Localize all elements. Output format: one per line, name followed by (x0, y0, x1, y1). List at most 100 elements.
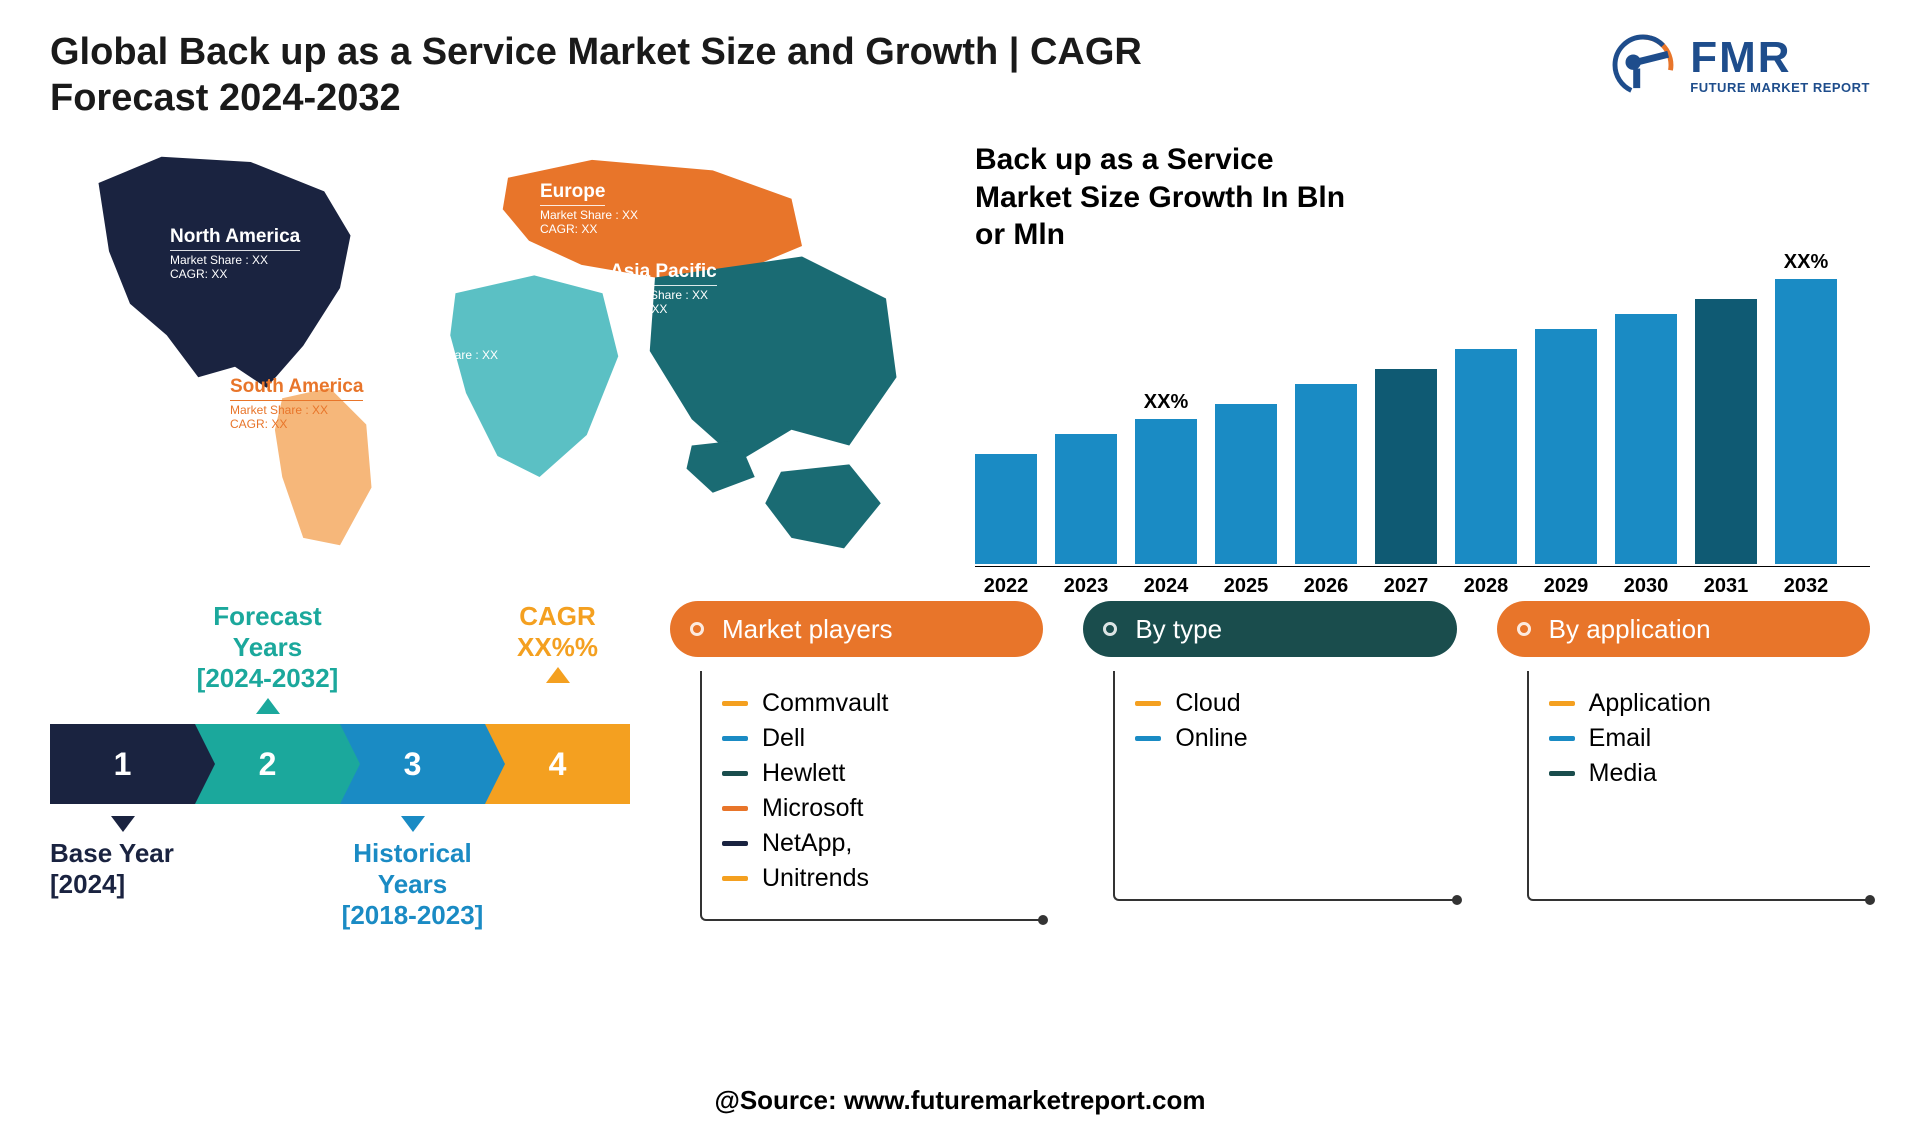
chart-bar (1455, 349, 1517, 564)
chart-bar (1695, 299, 1757, 564)
timeline-info: Forecast Years [2024-2032] CAGR XX%% 1 2… (50, 601, 630, 931)
chevron-step-4: 4 (485, 724, 630, 804)
forecast-years-label: Forecast Years (195, 601, 340, 663)
column-title: By type (1135, 614, 1222, 645)
column-header-pill: By application (1497, 601, 1870, 657)
chart-bar: XX% (1135, 419, 1197, 564)
x-axis-label: 2022 (975, 575, 1037, 598)
growth-bar-chart: Back up as a Service Market Size Growth … (975, 141, 1870, 561)
list-item: NetApp, (722, 829, 1033, 858)
x-axis-label: 2026 (1295, 575, 1357, 598)
pill-dot-icon (1517, 622, 1531, 636)
list-item: Email (1549, 724, 1860, 753)
list-item-label: Unitrends (762, 864, 869, 893)
x-axis-label: 2028 (1455, 575, 1517, 598)
dash-icon (722, 736, 748, 741)
pill-dot-icon (690, 622, 704, 636)
dash-icon (722, 876, 748, 881)
list-item: Unitrends (722, 864, 1033, 893)
chart-bar: XX% (1775, 279, 1837, 564)
x-axis-label: 2027 (1375, 575, 1437, 598)
list-item: Hewlett (722, 759, 1033, 788)
triangle-down-icon (111, 816, 135, 832)
chart-bar (1615, 314, 1677, 564)
chevron-step-1: 1 (50, 724, 195, 804)
dash-icon (1135, 701, 1161, 706)
bar-annotation: XX% (1144, 391, 1188, 414)
list-item: Commvault (722, 689, 1033, 718)
dash-icon (722, 841, 748, 846)
list-item-label: Microsoft (762, 794, 863, 823)
info-column: By type Cloud Online (1083, 601, 1456, 921)
column-header-pill: By type (1083, 601, 1456, 657)
list-item-label: Online (1175, 724, 1247, 753)
list-item: Microsoft (722, 794, 1033, 823)
dash-icon (1135, 736, 1161, 741)
list-item-label: NetApp, (762, 829, 852, 858)
base-year-range: [2024] (50, 869, 195, 900)
cagr-value: XX%% (485, 632, 630, 663)
historical-years-label: Historical Years (340, 838, 485, 900)
cagr-label: CAGR (485, 601, 630, 632)
chart-bar (1215, 404, 1277, 564)
pill-dot-icon (1103, 622, 1117, 636)
forecast-years-range: [2024-2032] (195, 663, 340, 694)
list-item: Dell (722, 724, 1033, 753)
list-item-label: Cloud (1175, 689, 1240, 718)
spyglass-icon (1608, 30, 1678, 100)
x-axis-label: 2029 (1535, 575, 1597, 598)
info-column: Market players Commvault Dell Hewlett Micros… (670, 601, 1043, 921)
triangle-up-icon (256, 698, 280, 714)
column-list: Commvault Dell Hewlett Microsoft NetApp, Unit… (700, 671, 1043, 921)
list-item-label: Commvault (762, 689, 888, 718)
list-item: Online (1135, 724, 1446, 753)
chart-title: Back up as a Service Market Size Growth … (975, 141, 1375, 254)
column-header-pill: Market players (670, 601, 1043, 657)
dash-icon (722, 771, 748, 776)
triangle-up-icon (546, 667, 570, 683)
world-map: North AmericaMarket Share : XXCAGR: XX So… (50, 141, 945, 561)
logo-text-sub: FUTURE MARKET REPORT (1690, 80, 1870, 95)
map-region-label: Asia PacificMarket Share : XXCAGR: XX (610, 261, 717, 316)
chevron-step-3: 3 (340, 724, 485, 804)
list-item: Cloud (1135, 689, 1446, 718)
chart-bar (1055, 434, 1117, 564)
source-attribution: @Source: www.futuremarketreport.com (714, 1085, 1205, 1116)
fmr-logo: FMR FUTURE MARKET REPORT (1608, 30, 1870, 100)
list-item-label: Dell (762, 724, 805, 753)
chevron-step-2: 2 (195, 724, 340, 804)
x-axis-label: 2030 (1615, 575, 1677, 598)
x-axis-label: 2025 (1215, 575, 1277, 598)
chart-bar (975, 454, 1037, 564)
column-list: Cloud Online (1113, 671, 1456, 901)
column-title: By application (1549, 614, 1711, 645)
bar-annotation: XX% (1784, 251, 1828, 274)
list-item-label: Email (1589, 724, 1652, 753)
list-item-label: Application (1589, 689, 1711, 718)
x-axis-label: 2023 (1055, 575, 1117, 598)
historical-years-range: [2018-2023] (340, 900, 485, 931)
list-item: Application (1549, 689, 1860, 718)
dash-icon (722, 806, 748, 811)
x-axis-label: 2031 (1695, 575, 1757, 598)
x-axis-label: 2024 (1135, 575, 1197, 598)
dash-icon (1549, 736, 1575, 741)
chart-bar (1295, 384, 1357, 564)
info-column: By application Application Email Media (1497, 601, 1870, 921)
list-item-label: Hewlett (762, 759, 845, 788)
dash-icon (722, 701, 748, 706)
triangle-down-icon (401, 816, 425, 832)
column-title: Market players (722, 614, 893, 645)
base-year-label: Base Year (50, 838, 195, 869)
dash-icon (1549, 771, 1575, 776)
x-axis-label: 2032 (1775, 575, 1837, 598)
column-list: Application Email Media (1527, 671, 1870, 901)
map-region-label: MEAMarket Share : XXCAGR: XX (400, 321, 498, 376)
map-region-label: South AmericaMarket Share : XXCAGR: XX (230, 376, 363, 431)
dash-icon (1549, 701, 1575, 706)
logo-text-main: FMR (1690, 36, 1791, 80)
map-region-label: EuropeMarket Share : XXCAGR: XX (540, 181, 638, 236)
map-region-label: North AmericaMarket Share : XXCAGR: XX (170, 226, 300, 281)
page-title: Global Back up as a Service Market Size … (50, 30, 1250, 121)
list-item: Media (1549, 759, 1860, 788)
